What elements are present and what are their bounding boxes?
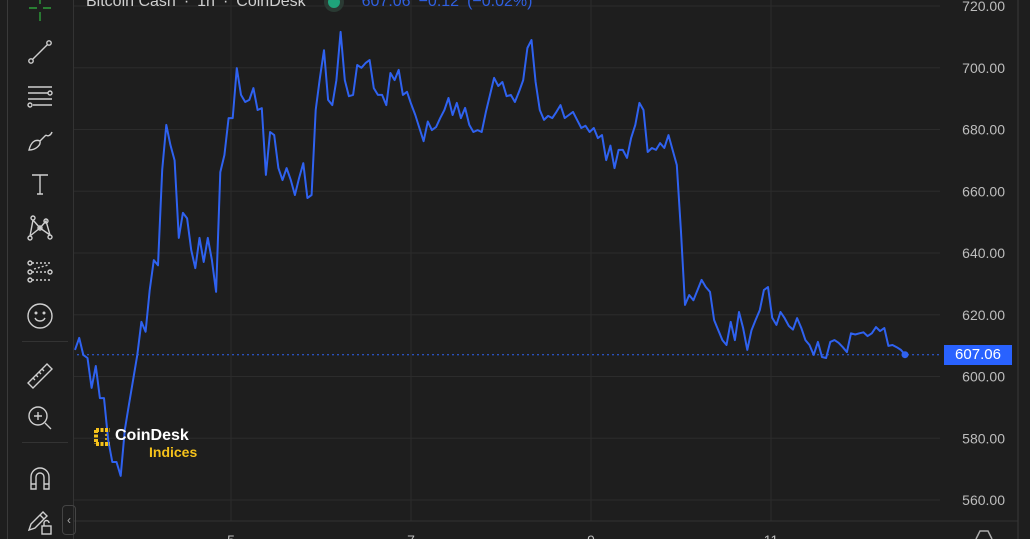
text-tool[interactable]	[22, 168, 58, 200]
y-axis: 720.00 700.00 680.00 660.00 640.00 620.00 600.…	[962, 0, 1005, 508]
logo-subtitle: Indices	[149, 444, 198, 460]
logo-name: CoinDesk	[115, 427, 189, 444]
measure-tool[interactable]	[22, 360, 58, 392]
last-price-marker	[901, 351, 909, 359]
trend-line-icon	[28, 40, 52, 64]
coindesk-indices-logo: CoinDesk Indices	[93, 427, 197, 460]
y-tick-label: 640.00	[962, 245, 1005, 261]
magnet-icon	[30, 467, 50, 490]
collapse-toolbar-button[interactable]: ‹	[62, 505, 76, 535]
y-tick-label: 720.00	[962, 0, 1005, 14]
toolbar-divider	[22, 341, 68, 342]
fib-lines-icon	[27, 86, 53, 108]
separator: ·	[222, 0, 229, 10]
y-tick-label: 620.00	[962, 307, 1005, 323]
lock-drawings-icon	[27, 511, 52, 535]
separator: ·	[183, 0, 190, 10]
toolbar-divider	[22, 442, 68, 443]
last-price-label: 607.06	[944, 344, 1012, 365]
price-change-percent: (−0.02%)	[467, 0, 533, 10]
y-tick-label: 580.00	[962, 430, 1005, 446]
data-source: CoinDesk	[236, 0, 306, 10]
chart-legend: Bitcoin Cash · 1h · CoinDesk 607.06 −0.1…	[86, 0, 532, 12]
magnet-tool[interactable]	[22, 462, 58, 494]
prediction-icon	[27, 260, 53, 283]
y-tick-label: 600.00	[962, 369, 1005, 385]
x-tick-label: 9	[587, 532, 595, 539]
x-tick-label: 5	[227, 532, 235, 539]
x-tick-label: 7	[407, 532, 415, 539]
settings-icon[interactable]	[975, 530, 993, 539]
pattern-icon	[27, 215, 53, 241]
ruler-icon	[27, 363, 53, 389]
text-icon	[32, 174, 48, 195]
zoom-in-tool[interactable]	[22, 402, 58, 434]
crosshair-tool[interactable]	[22, 0, 58, 24]
price-series-line	[74, 30, 906, 477]
drawing-toolbar	[7, 0, 74, 539]
trend-line-tool[interactable]	[22, 36, 58, 68]
zoom-in-icon	[28, 406, 52, 430]
brush-icon	[28, 131, 53, 151]
y-tick-label: 680.00	[962, 122, 1005, 138]
emoji-tool[interactable]	[22, 300, 58, 332]
y-tick-label: 660.00	[962, 183, 1005, 199]
crosshair-icon	[29, 0, 51, 21]
x-axis: 5 7 9 11	[227, 532, 778, 539]
y-tick-label: 560.00	[962, 492, 1005, 508]
last-price: 607.06	[361, 0, 411, 10]
fib-tool[interactable]	[22, 80, 58, 112]
interval[interactable]: 1h	[197, 0, 215, 10]
symbol-name[interactable]: Bitcoin Cash	[86, 0, 176, 10]
prediction-tool[interactable]	[22, 256, 58, 288]
x-tick-label: 11	[764, 532, 779, 539]
lock-drawings-tool[interactable]	[22, 505, 58, 537]
grid	[72, 0, 940, 521]
emoji-icon	[27, 303, 53, 329]
coindesk-logo-icon	[94, 428, 110, 446]
y-tick-label: 700.00	[962, 60, 1005, 76]
market-status-icon	[327, 0, 340, 8]
pattern-tool[interactable]	[22, 212, 58, 244]
brush-tool[interactable]	[22, 124, 58, 156]
price-change: −0.12	[418, 0, 460, 10]
